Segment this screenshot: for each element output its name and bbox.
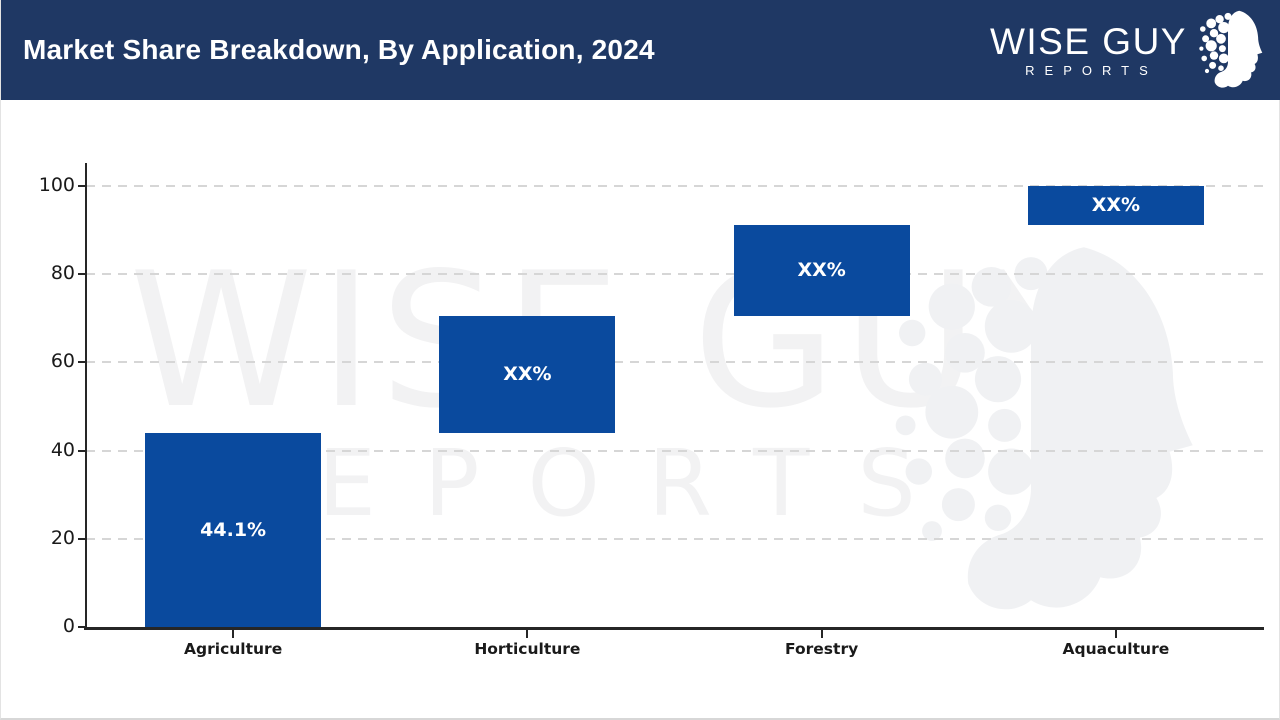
logo-text: WISE GUY REPORTS [989, 20, 1187, 79]
chart-area: WISE GUY REPORTS 0 20 40 60 80 100 44.1% XX% XX%… [1, 100, 1280, 720]
logo-head-icon [1199, 10, 1263, 88]
bar: XX% [439, 315, 616, 433]
header: Market Share Breakdown, By Application, … [1, 0, 1280, 100]
x-tick-mark [232, 630, 235, 638]
y-tick-label: 20 [50, 526, 75, 549]
y-tick-label: 0 [62, 615, 75, 637]
bar: 44.1% [145, 432, 322, 627]
gridline [86, 185, 1263, 187]
x-category-label: Forestry [785, 640, 859, 658]
wiseguy-logo: WISE GUY REPORTS [990, 8, 1265, 92]
y-axis-line [85, 163, 87, 629]
y-tick-mark [78, 626, 86, 628]
logo-wordmark: WISE GUY [989, 20, 1187, 62]
bar: XX% [733, 224, 910, 316]
watermark-subtitle: REPORTS [206, 430, 964, 537]
x-tick-mark [820, 630, 823, 638]
y-tick-mark [78, 185, 86, 187]
page-title: Market Share Breakdown, By Application, … [23, 34, 655, 65]
watermark-head-icon [895, 247, 1193, 610]
y-tick-label: 40 [50, 438, 75, 461]
y-tick-mark [78, 449, 86, 452]
x-category-label: Aquaculture [1062, 640, 1170, 658]
y-tick-mark [78, 273, 86, 276]
gridline [86, 273, 1263, 276]
y-tick-mark [78, 537, 86, 540]
x-category-label: Horticulture [474, 640, 581, 658]
x-tick-mark [1114, 630, 1117, 638]
y-tick-label: 80 [50, 262, 75, 285]
bar-value-label: 44.1% [200, 518, 267, 541]
x-axis-line [84, 627, 1264, 630]
bar-value-label: XX% [797, 259, 846, 282]
gridline [86, 537, 1263, 540]
y-tick-label: 100 [38, 174, 75, 196]
y-tick-label: 60 [50, 350, 75, 373]
bar-value-label: XX% [1091, 194, 1141, 217]
x-category-label: Agriculture [184, 640, 283, 658]
logo-subtitle: REPORTS [1025, 63, 1158, 79]
bar: XX% [1027, 186, 1204, 225]
y-tick-mark [78, 361, 86, 364]
gridline [86, 361, 1263, 364]
bar-value-label: XX% [503, 363, 552, 386]
x-tick-mark [526, 630, 529, 638]
gridline [86, 449, 1263, 452]
